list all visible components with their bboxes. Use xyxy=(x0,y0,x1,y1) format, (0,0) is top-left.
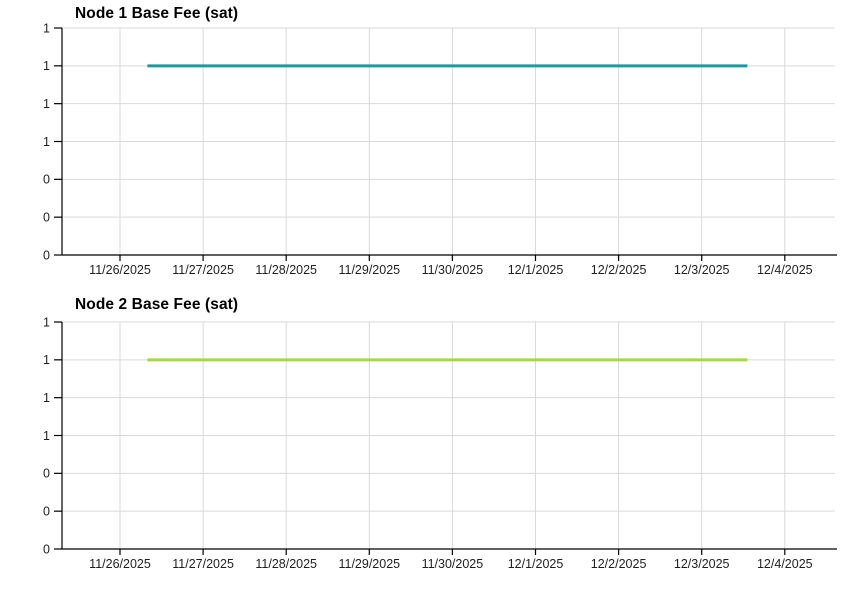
y-tick-labels: 1 1 1 1 0 0 0 xyxy=(43,315,50,556)
x-tick-label: 12/4/2025 xyxy=(757,263,813,277)
x-tick-label: 11/28/2025 xyxy=(255,557,317,571)
x-tick-label: 12/3/2025 xyxy=(674,263,730,277)
y-tick-label: 0 xyxy=(43,504,50,518)
x-tick-label: 12/3/2025 xyxy=(674,557,730,571)
axes xyxy=(54,321,837,555)
y-tick-label: 0 xyxy=(43,542,50,556)
x-tick-label: 11/26/2025 xyxy=(89,263,151,277)
y-tick-label: 1 xyxy=(43,59,50,73)
x-tick-label: 11/28/2025 xyxy=(255,263,317,277)
gridlines xyxy=(62,27,835,255)
y-tick-labels: 1 1 1 1 0 0 0 xyxy=(43,21,50,262)
y-tick-label: 1 xyxy=(43,429,50,443)
gridlines xyxy=(62,321,835,549)
x-tick-label: 11/30/2025 xyxy=(422,263,484,277)
x-tick-label: 11/29/2025 xyxy=(338,263,400,277)
y-tick-label: 1 xyxy=(43,353,50,367)
y-tick-label: 1 xyxy=(43,391,50,405)
y-tick-label: 1 xyxy=(43,135,50,149)
y-tick-label: 0 xyxy=(43,210,50,224)
x-tick-labels: 11/26/2025 11/27/2025 11/28/2025 11/29/2025… xyxy=(89,263,812,277)
y-tick-label: 1 xyxy=(43,97,50,111)
chart-title-node-1: Node 1 Base Fee (sat) xyxy=(75,5,239,22)
x-tick-label: 12/2/2025 xyxy=(591,557,647,571)
y-tick-label: 0 xyxy=(43,173,50,187)
y-tick-label: 0 xyxy=(43,248,50,262)
x-tick-label: 11/29/2025 xyxy=(338,557,400,571)
x-tick-labels: 11/26/2025 11/27/2025 11/28/2025 11/29/2025… xyxy=(89,557,812,571)
axes xyxy=(54,27,837,261)
x-tick-label: 11/26/2025 xyxy=(89,557,151,571)
x-tick-label: 12/1/2025 xyxy=(508,557,564,571)
y-tick-label: 0 xyxy=(43,467,50,481)
chart-title-node-2: Node 2 Base Fee (sat) xyxy=(75,296,239,313)
x-tick-label: 11/27/2025 xyxy=(172,263,234,277)
x-tick-label: 11/30/2025 xyxy=(422,557,484,571)
y-tick-label: 1 xyxy=(43,21,50,35)
x-tick-label: 11/27/2025 xyxy=(172,557,234,571)
y-tick-label: 1 xyxy=(43,315,50,329)
x-tick-label: 12/4/2025 xyxy=(757,557,813,571)
x-tick-label: 12/1/2025 xyxy=(508,263,564,277)
x-tick-label: 12/2/2025 xyxy=(591,263,647,277)
